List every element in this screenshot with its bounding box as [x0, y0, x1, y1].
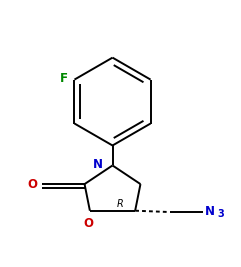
Text: O: O: [84, 217, 94, 230]
Text: N: N: [205, 205, 215, 218]
Text: 3: 3: [218, 209, 224, 219]
Text: N: N: [93, 158, 103, 171]
Text: O: O: [27, 178, 37, 191]
Text: R: R: [117, 199, 124, 209]
Text: F: F: [60, 72, 68, 85]
